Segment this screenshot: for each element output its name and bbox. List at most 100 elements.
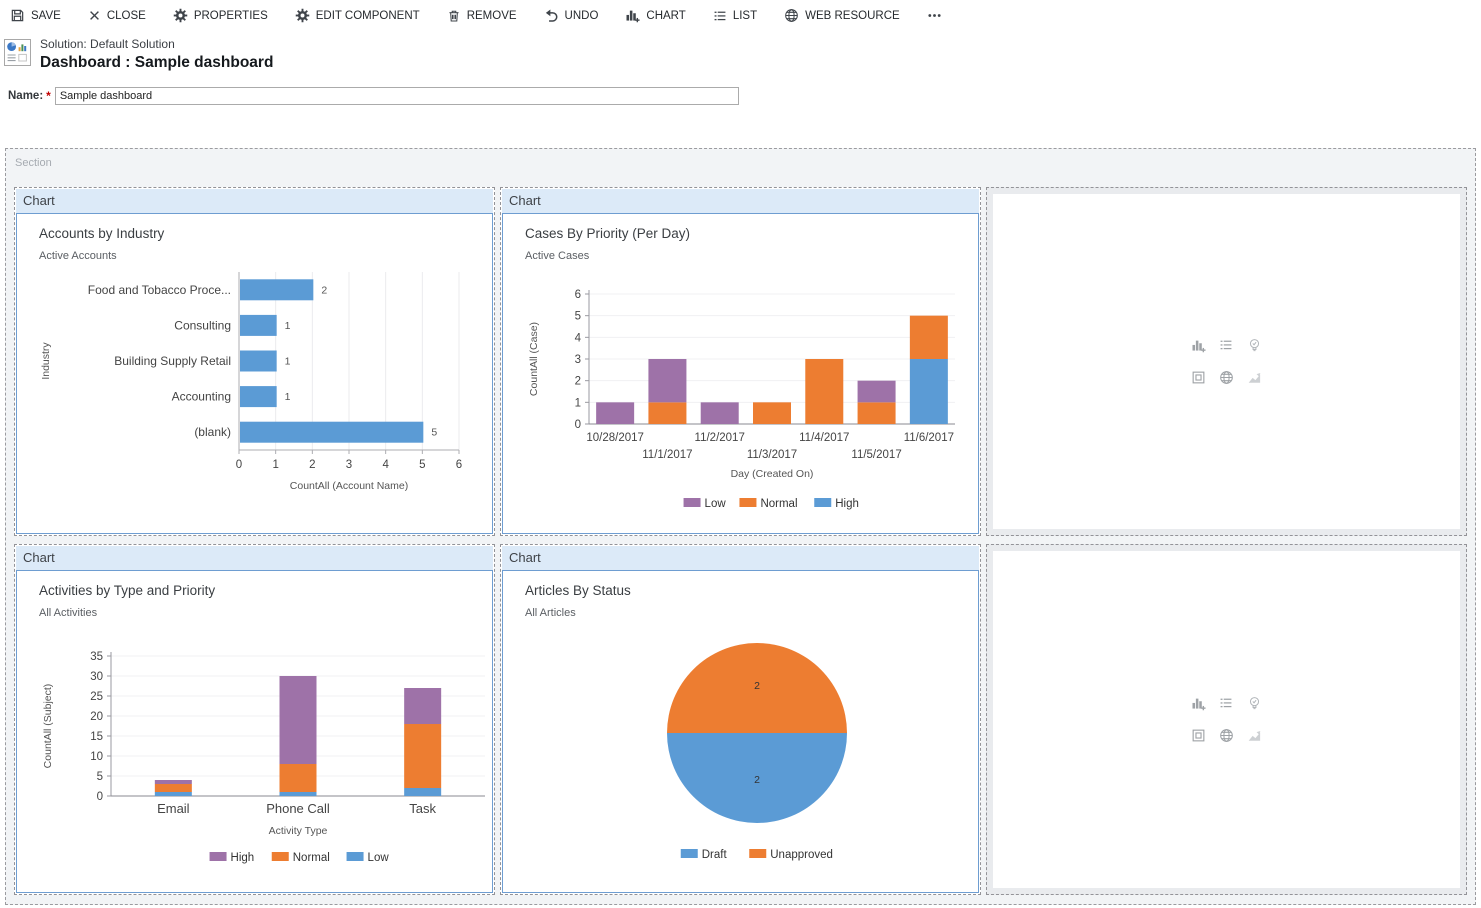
insert-graph-icon bbox=[1247, 728, 1262, 743]
svg-text:Low: Low bbox=[368, 852, 390, 864]
chart-component-accounts-by-industry[interactable]: Chart Accounts by Industry Active Accoun… bbox=[14, 187, 495, 536]
remove-button[interactable]: REMOVE bbox=[447, 9, 517, 23]
edit-component-button[interactable]: EDIT COMPONENT bbox=[295, 8, 420, 23]
more-commands-button[interactable] bbox=[927, 8, 942, 23]
properties-button[interactable]: PROPERTIES bbox=[173, 8, 268, 23]
svg-text:11/6/2017: 11/6/2017 bbox=[904, 432, 954, 444]
activities-by-type-plot: 0 5 10 15 20 25 30 35 Email Phone Call Task Activit… bbox=[42, 651, 485, 864]
section-label: Section bbox=[15, 157, 52, 169]
svg-text:11/5/2017: 11/5/2017 bbox=[851, 449, 901, 461]
undo-button[interactable]: UNDO bbox=[544, 8, 599, 23]
svg-text:Email: Email bbox=[157, 801, 190, 816]
empty-component-body bbox=[993, 551, 1460, 888]
insert-assistant-icon[interactable] bbox=[1247, 696, 1262, 711]
undo-button-label: UNDO bbox=[564, 9, 599, 22]
svg-text:3: 3 bbox=[346, 459, 352, 471]
svg-text:Phone Call: Phone Call bbox=[266, 801, 330, 816]
svg-text:3: 3 bbox=[575, 354, 581, 366]
insert-list-button[interactable]: LIST bbox=[713, 9, 757, 23]
chart-title: Activities by Type and Priority bbox=[39, 583, 216, 598]
close-button-label: CLOSE bbox=[106, 9, 146, 22]
chart-component-body: Articles By Status All Articles 2 2 Draft U… bbox=[502, 570, 979, 893]
dashboard-icon bbox=[4, 39, 31, 66]
gear-icon bbox=[295, 8, 310, 23]
insert-list-icon[interactable] bbox=[1219, 696, 1234, 711]
chart-title: Accounts by Industry bbox=[39, 226, 165, 241]
svg-text:1: 1 bbox=[285, 320, 291, 332]
save-button-label: SAVE bbox=[31, 9, 61, 22]
save-button[interactable]: SAVE bbox=[10, 8, 61, 23]
chart-component-body: Activities by Type and Priority All Acti… bbox=[16, 570, 493, 893]
svg-text:2: 2 bbox=[754, 680, 760, 692]
svg-text:Building Supply Retail: Building Supply Retail bbox=[114, 354, 231, 368]
chart-subtitle: Active Cases bbox=[525, 250, 590, 262]
svg-text:5: 5 bbox=[419, 459, 425, 471]
insert-list-button-label: LIST bbox=[732, 9, 758, 22]
list-icon bbox=[713, 9, 727, 23]
svg-text:High: High bbox=[231, 852, 255, 864]
insert-web-resource-button-label: WEB RESOURCE bbox=[805, 9, 900, 22]
svg-text:2: 2 bbox=[309, 459, 315, 471]
insert-chart-icon[interactable] bbox=[1191, 338, 1206, 353]
chart-icon bbox=[625, 8, 640, 23]
svg-text:11/1/2017: 11/1/2017 bbox=[642, 449, 692, 461]
insert-iframe-icon[interactable] bbox=[1191, 370, 1206, 385]
chart-component-body: Cases By Priority (Per Day) Active Cases… bbox=[502, 213, 979, 534]
page-header: Solution: Default Solution Dashboard : S… bbox=[0, 31, 1481, 72]
save-icon bbox=[10, 8, 25, 23]
svg-text:2: 2 bbox=[754, 774, 760, 786]
svg-text:Industry: Industry bbox=[40, 342, 52, 380]
svg-text:Normal: Normal bbox=[760, 498, 797, 510]
chart-component-cases-by-priority[interactable]: Chart Cases By Priority (Per Day) Active… bbox=[500, 187, 981, 536]
insert-web-resource-button[interactable]: WEB RESOURCE bbox=[784, 8, 900, 23]
properties-button-label: PROPERTIES bbox=[193, 9, 268, 22]
svg-text:2: 2 bbox=[575, 376, 581, 388]
svg-text:CountAll (Subject): CountAll (Subject) bbox=[42, 684, 54, 769]
insert-assistant-icon[interactable] bbox=[1247, 338, 1262, 353]
insert-chart-icon[interactable] bbox=[1191, 696, 1206, 711]
close-button[interactable]: CLOSE bbox=[88, 9, 146, 22]
svg-text:(blank): (blank) bbox=[194, 425, 231, 439]
svg-text:1: 1 bbox=[285, 356, 291, 368]
svg-text:35: 35 bbox=[90, 651, 103, 663]
svg-text:15: 15 bbox=[90, 731, 103, 743]
svg-text:5: 5 bbox=[575, 311, 581, 323]
empty-component-body bbox=[993, 194, 1460, 529]
svg-text:Unapproved: Unapproved bbox=[770, 849, 833, 861]
svg-text:0: 0 bbox=[236, 459, 242, 471]
name-field-label: Name: bbox=[8, 90, 44, 102]
svg-text:11/3/2017: 11/3/2017 bbox=[747, 449, 797, 461]
chart-component-header: Chart bbox=[502, 189, 979, 213]
command-bar: SAVE CLOSE PROPERTIES EDIT COMPONENT REM… bbox=[0, 0, 1481, 31]
svg-text:2: 2 bbox=[321, 284, 327, 296]
svg-text:5: 5 bbox=[97, 771, 103, 783]
svg-text:20: 20 bbox=[90, 711, 103, 723]
chart-component-activities-by-type[interactable]: Chart Activities by Type and Priority Al… bbox=[14, 544, 495, 895]
empty-component-placeholder[interactable] bbox=[986, 187, 1467, 536]
globe-icon bbox=[784, 8, 799, 23]
svg-text:Task: Task bbox=[409, 801, 436, 816]
insert-list-icon[interactable] bbox=[1219, 338, 1234, 353]
svg-text:High: High bbox=[835, 498, 859, 510]
dashboard-section[interactable]: Section Chart Accounts by Industry Activ… bbox=[5, 148, 1476, 905]
insert-web-resource-icon[interactable] bbox=[1219, 370, 1234, 385]
chart-component-header: Chart bbox=[502, 546, 979, 570]
undo-icon bbox=[544, 8, 559, 23]
insert-chart-button[interactable]: CHART bbox=[625, 8, 686, 23]
page-title: Dashboard : Sample dashboard bbox=[40, 54, 274, 71]
svg-text:Consulting: Consulting bbox=[174, 318, 231, 332]
component-grid: Chart Accounts by Industry Active Accoun… bbox=[14, 187, 1475, 895]
trash-icon bbox=[447, 9, 461, 23]
insert-iframe-icon[interactable] bbox=[1191, 728, 1206, 743]
svg-text:5: 5 bbox=[431, 427, 437, 439]
svg-text:11/4/2017: 11/4/2017 bbox=[799, 432, 849, 444]
empty-component-placeholder[interactable] bbox=[986, 544, 1467, 895]
svg-text:Food and Tobacco Proce...: Food and Tobacco Proce... bbox=[88, 283, 231, 297]
dashboard-name-input[interactable] bbox=[54, 87, 739, 105]
svg-text:6: 6 bbox=[575, 289, 581, 301]
insert-web-resource-icon[interactable] bbox=[1219, 728, 1234, 743]
chart-subtitle: All Activities bbox=[39, 607, 98, 619]
svg-text:1: 1 bbox=[285, 391, 291, 403]
remove-button-label: REMOVE bbox=[466, 9, 517, 22]
